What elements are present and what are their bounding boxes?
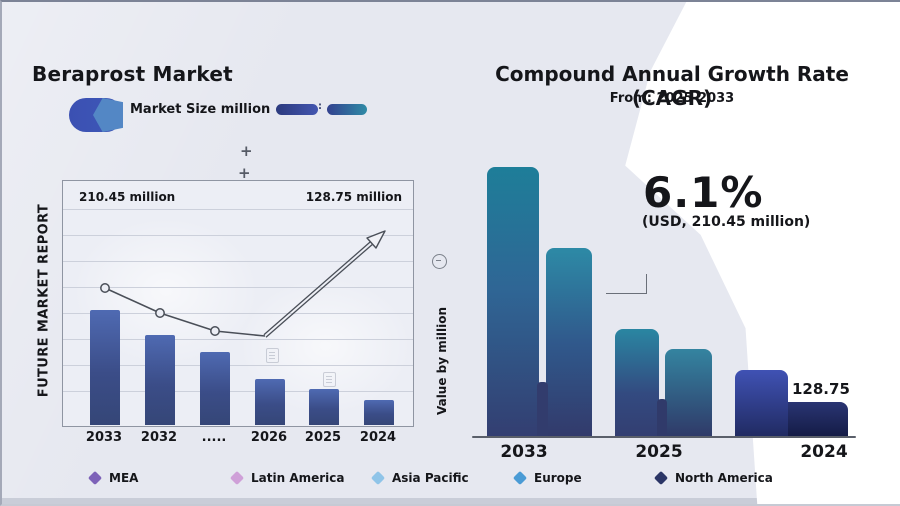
x-label-2032: 2032 <box>140 430 178 445</box>
data-label-128-75: 128.75 <box>792 380 850 398</box>
legend-label: North America <box>675 471 773 485</box>
diamond-icon <box>370 470 386 486</box>
bar-2024-right <box>788 402 848 437</box>
gridline <box>63 235 413 236</box>
market-size-chart: 210.45 million 128.75 million <box>62 180 414 427</box>
corner-bracket-line <box>606 274 647 294</box>
x-label-2033-right: 2033 <box>500 442 548 462</box>
legend-item-europe: Europe <box>512 470 582 486</box>
bar-2024-left <box>735 370 788 437</box>
bar-2025 <box>309 389 339 425</box>
bar-2033-left <box>487 167 539 437</box>
legend-label: Europe <box>534 471 582 485</box>
plus-mark-top: + <box>240 142 253 160</box>
market-size-legend-label: Market Size million <box>130 102 271 117</box>
x-label-2024-right: 2024 <box>800 442 848 462</box>
bar-omitted-years <box>200 352 230 425</box>
diamond-icon <box>512 470 528 486</box>
bar-2033 <box>90 310 120 425</box>
x-label-2026: 2026 <box>250 430 288 445</box>
x-label-omitted: ..... <box>201 430 227 445</box>
x-label-2033: 2033 <box>85 430 123 445</box>
gradient-pill-left <box>276 104 318 115</box>
bar-2025-joint <box>657 399 667 437</box>
x-label-2024: 2024 <box>359 430 397 445</box>
diamond-icon <box>229 470 245 486</box>
cagr-detail: (USD, 210.45 million) <box>642 214 811 230</box>
gridline <box>63 365 413 366</box>
x-axis-line <box>472 436 856 438</box>
bar-2033-right <box>546 248 592 437</box>
chart-end-value-label: 128.75 million <box>305 190 402 204</box>
gridline <box>63 287 413 288</box>
cagr-value: 6.1% <box>643 168 764 217</box>
future-market-report-watermark: FUTURE MARKET REPORT <box>36 203 52 398</box>
document-watermark-icon <box>266 348 279 363</box>
gridline <box>63 391 413 392</box>
plus-mark-bottom: + <box>238 164 251 182</box>
bar-2024 <box>364 400 394 425</box>
gridline <box>63 261 413 262</box>
document-watermark-icon <box>323 372 336 387</box>
bar-2025-left <box>615 329 659 437</box>
pill-separator: : <box>318 101 322 112</box>
trend-line-and-arrow <box>100 230 386 338</box>
diamond-icon <box>653 470 669 486</box>
legend-item-latin-america: Latin America <box>229 470 345 486</box>
bar-2026 <box>255 379 285 425</box>
minus-circle-icon <box>432 254 447 269</box>
legend-label: MEA <box>109 471 139 485</box>
x-label-2025: 2025 <box>304 430 342 445</box>
market-size-cylinder-icon <box>69 98 123 132</box>
gridline <box>63 313 413 314</box>
bar-2033-joint <box>537 382 548 437</box>
legend-item-north-america: North America <box>653 470 773 486</box>
legend-item-mea: MEA <box>87 470 139 486</box>
left-panel-title: Beraprost Market <box>32 62 233 86</box>
chart-start-value-label: 210.45 million <box>79 190 176 204</box>
right-panel-subtitle: From: 2025-2033 <box>609 91 735 106</box>
legend-label: Asia Pacific <box>392 471 469 485</box>
y-axis-label: Value by million <box>435 306 449 416</box>
bottom-strip <box>2 498 900 504</box>
gradient-pill-right <box>327 104 367 115</box>
gridline <box>63 209 413 210</box>
bar-2025-right <box>665 349 712 437</box>
diamond-icon <box>87 470 103 486</box>
gridline <box>63 339 413 340</box>
x-label-2025-right: 2025 <box>635 442 683 462</box>
bar-2032 <box>145 335 175 425</box>
legend-item-asia-pacific: Asia Pacific <box>370 470 469 486</box>
right-panel-title: Compound Annual Growth Rate (CAGR) <box>495 62 849 110</box>
legend-label: Latin America <box>251 471 345 485</box>
